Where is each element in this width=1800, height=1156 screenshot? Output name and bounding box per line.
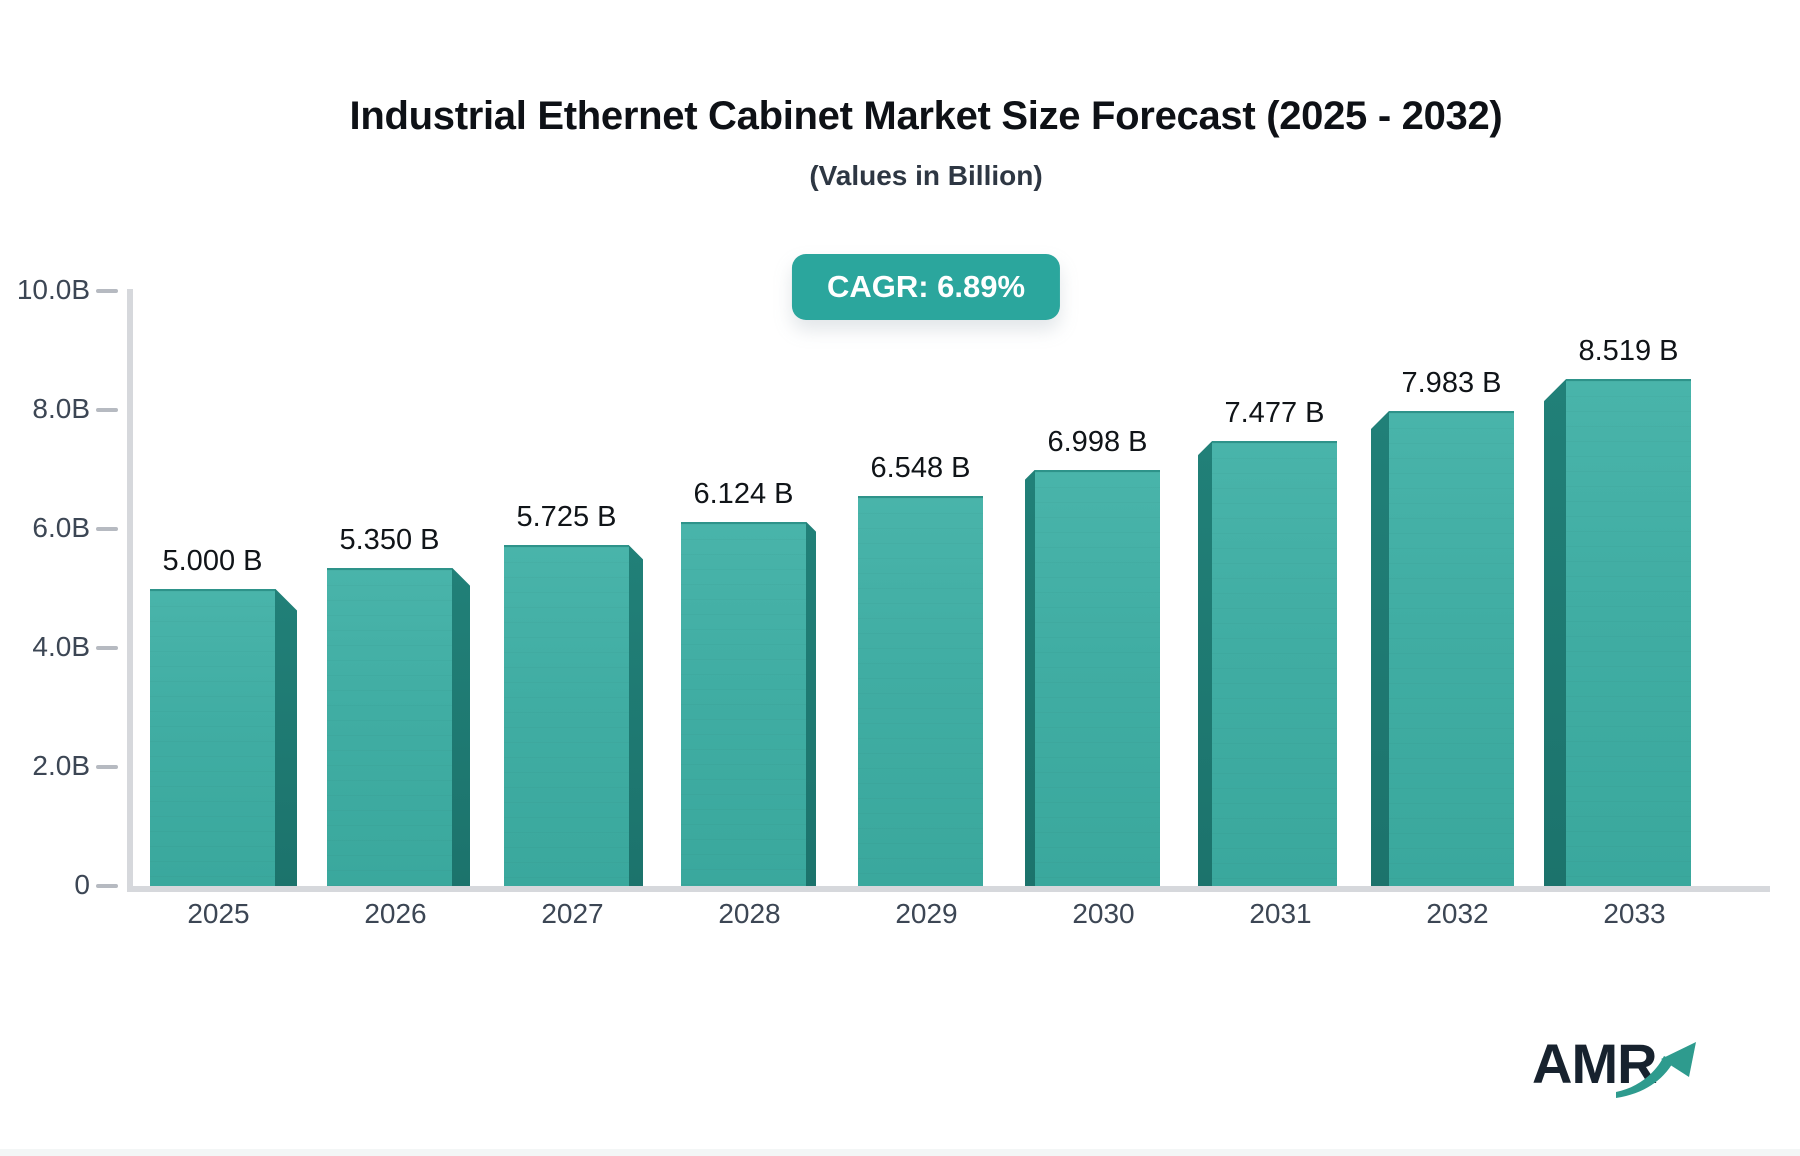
y-axis-tick	[96, 289, 118, 293]
bar-3d-side	[806, 521, 816, 886]
x-axis-label: 2028	[718, 898, 781, 929]
bar-value-label: 6.998 B	[1047, 425, 1148, 458]
bar-value-label: 5.725 B	[516, 501, 617, 534]
y-axis-label: 8.0B	[32, 393, 90, 424]
bar-3d-side	[1544, 379, 1566, 886]
bar-2026	[327, 567, 452, 886]
x-axis-label: 2029	[895, 898, 958, 929]
bar-value-label: 6.124 B	[693, 477, 794, 510]
x-axis-label: 2025	[187, 898, 250, 929]
y-axis-label: 4.0B	[32, 631, 90, 662]
chart-title: Industrial Ethernet Cabinet Market Size …	[349, 94, 1503, 138]
bar-2025	[150, 588, 275, 886]
bar-3d-side	[1025, 469, 1035, 886]
bar-2030	[1035, 469, 1160, 886]
bar-2028	[681, 521, 806, 886]
y-axis-tick	[96, 527, 118, 531]
x-axis-label: 2032	[1426, 898, 1489, 929]
brand-logo: AMR	[1532, 1036, 1702, 1108]
bar-2031	[1212, 441, 1337, 886]
bar-value-label: 7.983 B	[1401, 367, 1502, 399]
bar-3d-side	[629, 545, 643, 886]
bar-2029	[858, 496, 983, 886]
bar-2033	[1566, 379, 1691, 886]
brand-logo-text: AMR	[1532, 1032, 1658, 1095]
y-axis-label: 6.0B	[32, 512, 90, 543]
cagr-badge: CAGR: 6.89%	[791, 254, 1061, 320]
x-axis-label: 2030	[1072, 898, 1135, 929]
bar-value-label: 8.519 B	[1578, 335, 1679, 368]
x-axis-line	[127, 886, 1770, 892]
y-axis-tick	[96, 765, 118, 769]
y-axis-line	[127, 289, 133, 888]
y-axis-label: 10.0B	[16, 274, 90, 305]
y-axis-label: 2.0B	[32, 750, 90, 781]
bar-2027	[504, 545, 629, 886]
bar-value-label: 5.350 B	[339, 523, 440, 556]
bar-value-label: 6.548 B	[870, 452, 971, 485]
y-axis-label: 0	[74, 869, 90, 900]
bar-3d-side	[275, 588, 297, 886]
x-axis-label: 2033	[1603, 898, 1666, 929]
x-axis-label: 2027	[541, 898, 604, 929]
y-axis-tick	[96, 408, 118, 412]
bar-value-label: 7.477 B	[1224, 397, 1325, 430]
y-axis-tick	[96, 884, 118, 888]
bar-value-label: 5.000 B	[162, 544, 263, 577]
chart-subtitle: (Values in Billion)	[809, 160, 1043, 191]
x-axis-label: 2026	[364, 898, 427, 929]
y-axis-tick	[96, 646, 118, 650]
bar-3d-side	[452, 567, 470, 886]
bottom-strip	[0, 1149, 1800, 1156]
bar-2032	[1389, 411, 1514, 886]
bar-3d-side	[1198, 441, 1212, 886]
x-axis-label: 2031	[1249, 898, 1312, 929]
bar-3d-side	[1371, 411, 1389, 886]
growth-arrow-icon	[1616, 1042, 1696, 1098]
